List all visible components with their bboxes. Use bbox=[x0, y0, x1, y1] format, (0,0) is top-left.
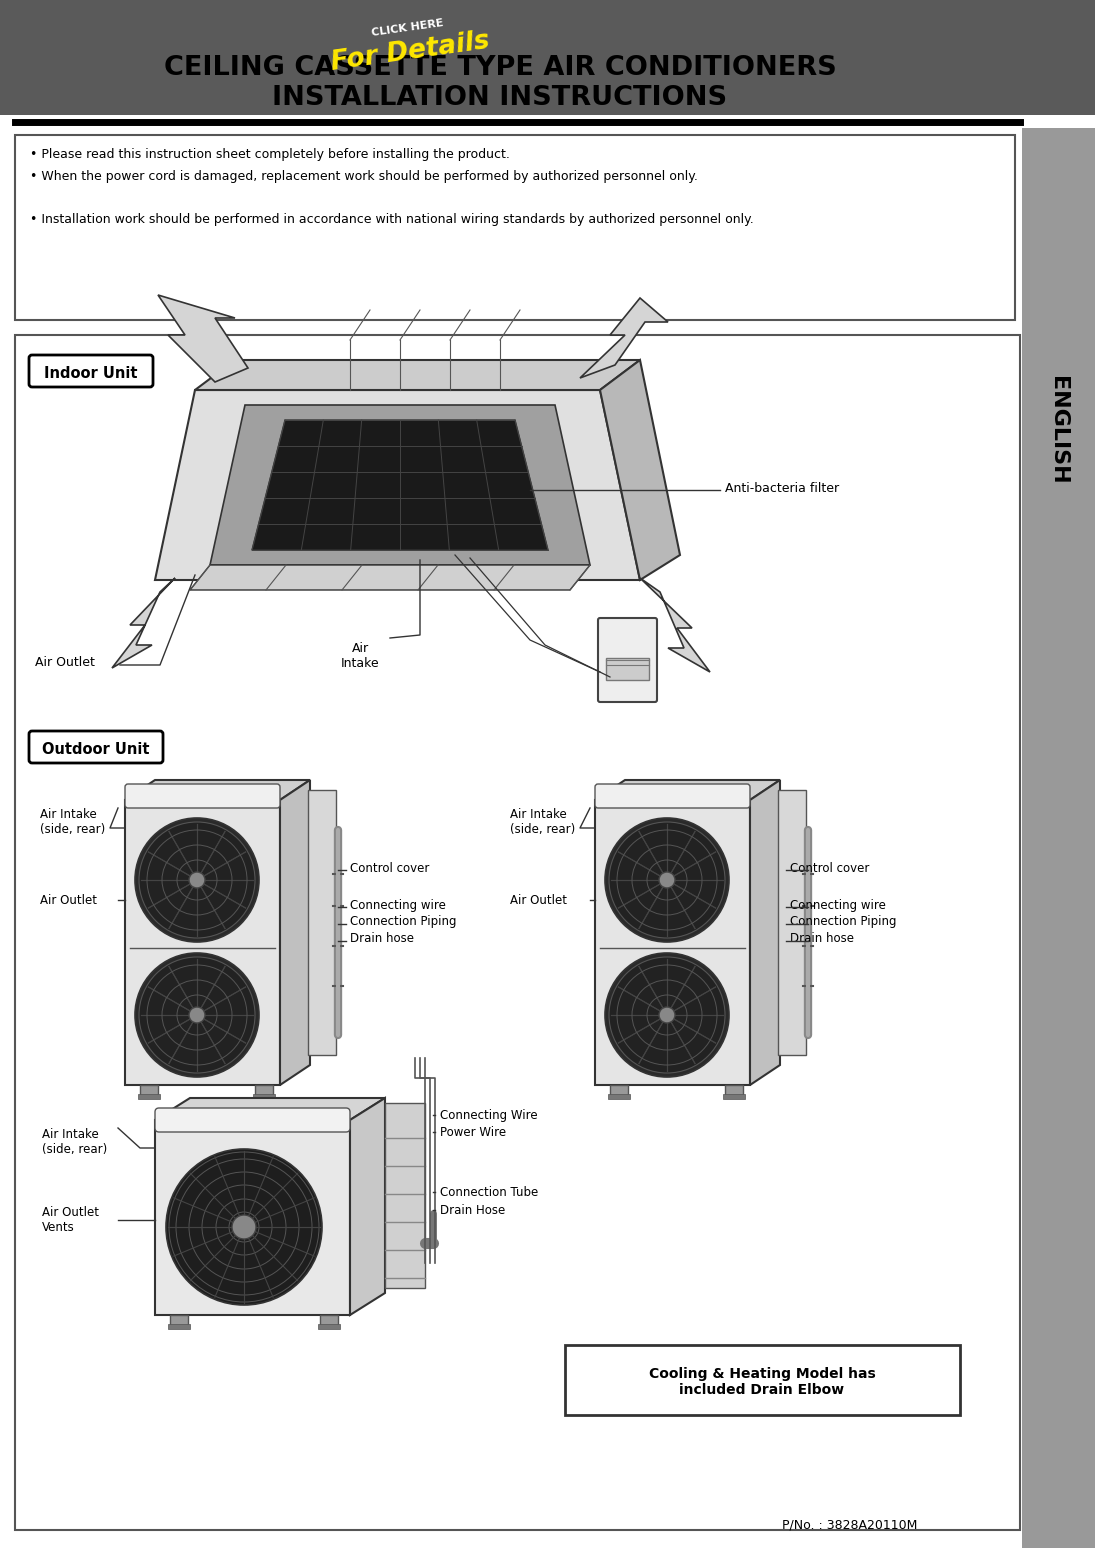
Polygon shape bbox=[195, 361, 639, 390]
FancyBboxPatch shape bbox=[155, 1108, 350, 1132]
Circle shape bbox=[139, 957, 255, 1073]
Polygon shape bbox=[112, 577, 175, 669]
Text: Connecting Wire: Connecting Wire bbox=[440, 1108, 538, 1121]
Polygon shape bbox=[600, 361, 680, 580]
Bar bbox=[779, 789, 806, 1056]
Text: Control cover: Control cover bbox=[350, 862, 429, 875]
Bar bbox=[606, 658, 649, 680]
Text: ENGLISH: ENGLISH bbox=[1048, 376, 1068, 485]
Polygon shape bbox=[595, 780, 780, 800]
Bar bbox=[0, 0, 1095, 115]
Polygon shape bbox=[280, 780, 310, 1085]
Bar bbox=[595, 800, 750, 1085]
Bar bbox=[253, 1094, 275, 1099]
Circle shape bbox=[609, 822, 725, 938]
Text: Power Wire: Power Wire bbox=[440, 1125, 506, 1138]
Text: Connection Piping: Connection Piping bbox=[350, 915, 457, 929]
Bar bbox=[610, 1085, 629, 1094]
Text: Air
Intake: Air Intake bbox=[341, 642, 379, 670]
Text: Connection Piping: Connection Piping bbox=[789, 915, 897, 929]
Circle shape bbox=[166, 1149, 322, 1305]
Bar bbox=[308, 789, 336, 1056]
Circle shape bbox=[232, 1215, 256, 1238]
Bar bbox=[138, 1094, 160, 1099]
Text: CLICK HERE: CLICK HERE bbox=[371, 19, 445, 39]
Polygon shape bbox=[210, 406, 590, 565]
Polygon shape bbox=[580, 299, 668, 378]
Bar bbox=[385, 1104, 425, 1288]
Circle shape bbox=[135, 954, 260, 1077]
Polygon shape bbox=[125, 780, 310, 800]
Text: Cooling & Heating Model has
included Drain Elbow: Cooling & Heating Model has included Dra… bbox=[648, 1367, 875, 1398]
Bar bbox=[723, 1094, 745, 1099]
FancyBboxPatch shape bbox=[565, 1345, 960, 1415]
Polygon shape bbox=[155, 1098, 385, 1121]
Text: Anti-bacteria filter: Anti-bacteria filter bbox=[725, 481, 839, 494]
Text: Air Intake
(side, rear): Air Intake (side, rear) bbox=[41, 808, 105, 836]
Text: • Installation work should be performed in accordance with national wiring stand: • Installation work should be performed … bbox=[30, 214, 753, 226]
FancyBboxPatch shape bbox=[15, 135, 1015, 320]
FancyBboxPatch shape bbox=[595, 783, 750, 808]
Circle shape bbox=[609, 957, 725, 1073]
Circle shape bbox=[135, 817, 260, 943]
Text: Connecting wire: Connecting wire bbox=[789, 898, 886, 912]
Bar bbox=[168, 1324, 191, 1330]
Text: Air Outlet
Vents: Air Outlet Vents bbox=[42, 1206, 99, 1234]
FancyBboxPatch shape bbox=[15, 334, 1021, 1529]
Text: Drain Hose: Drain Hose bbox=[440, 1203, 505, 1217]
Bar bbox=[170, 1314, 188, 1325]
Polygon shape bbox=[155, 390, 639, 580]
Polygon shape bbox=[639, 577, 710, 672]
Text: • When the power cord is damaged, replacement work should be performed by author: • When the power cord is damaged, replac… bbox=[30, 170, 698, 183]
Text: For Details: For Details bbox=[328, 28, 491, 76]
Circle shape bbox=[659, 1008, 675, 1023]
Text: Outdoor Unit: Outdoor Unit bbox=[43, 741, 150, 757]
Text: Air Intake
(side, rear): Air Intake (side, rear) bbox=[510, 808, 575, 836]
Bar bbox=[725, 1085, 744, 1094]
Bar bbox=[125, 800, 280, 1085]
Bar bbox=[320, 1314, 338, 1325]
Text: Air Intake
(side, rear): Air Intake (side, rear) bbox=[42, 1128, 107, 1156]
FancyBboxPatch shape bbox=[28, 354, 153, 387]
Polygon shape bbox=[191, 565, 590, 590]
Circle shape bbox=[606, 954, 729, 1077]
Circle shape bbox=[606, 817, 729, 943]
Bar bbox=[140, 1085, 158, 1094]
Text: Indoor Unit: Indoor Unit bbox=[44, 365, 138, 381]
Text: Drain hose: Drain hose bbox=[789, 932, 854, 946]
Text: Connecting wire: Connecting wire bbox=[350, 898, 446, 912]
Bar bbox=[255, 1085, 273, 1094]
Text: Control cover: Control cover bbox=[789, 862, 869, 875]
Text: Air Outlet: Air Outlet bbox=[41, 893, 97, 907]
Bar bbox=[608, 1094, 630, 1099]
FancyBboxPatch shape bbox=[125, 783, 280, 808]
FancyBboxPatch shape bbox=[598, 618, 657, 701]
Circle shape bbox=[139, 822, 255, 938]
Text: Connection Tube: Connection Tube bbox=[440, 1186, 539, 1198]
Bar bbox=[155, 1121, 350, 1314]
Polygon shape bbox=[750, 780, 780, 1085]
Text: INSTALLATION INSTRUCTIONS: INSTALLATION INSTRUCTIONS bbox=[273, 85, 727, 111]
Text: Air Outlet: Air Outlet bbox=[510, 893, 567, 907]
Text: Drain hose: Drain hose bbox=[350, 932, 414, 946]
Polygon shape bbox=[158, 296, 247, 382]
Circle shape bbox=[659, 872, 675, 889]
Circle shape bbox=[189, 1008, 205, 1023]
Polygon shape bbox=[252, 420, 548, 550]
Bar bbox=[1022, 128, 1095, 1548]
FancyBboxPatch shape bbox=[28, 731, 163, 763]
Text: • Please read this instruction sheet completely before installing the product.: • Please read this instruction sheet com… bbox=[30, 149, 510, 161]
Text: CEILING CASSETTE TYPE AIR CONDITIONERS: CEILING CASSETTE TYPE AIR CONDITIONERS bbox=[163, 56, 837, 80]
Text: Air Outlet: Air Outlet bbox=[35, 656, 95, 669]
Circle shape bbox=[189, 872, 205, 889]
Text: P/No. : 3828A20110M: P/No. : 3828A20110M bbox=[782, 1519, 918, 1531]
Bar bbox=[318, 1324, 341, 1330]
Polygon shape bbox=[350, 1098, 385, 1314]
